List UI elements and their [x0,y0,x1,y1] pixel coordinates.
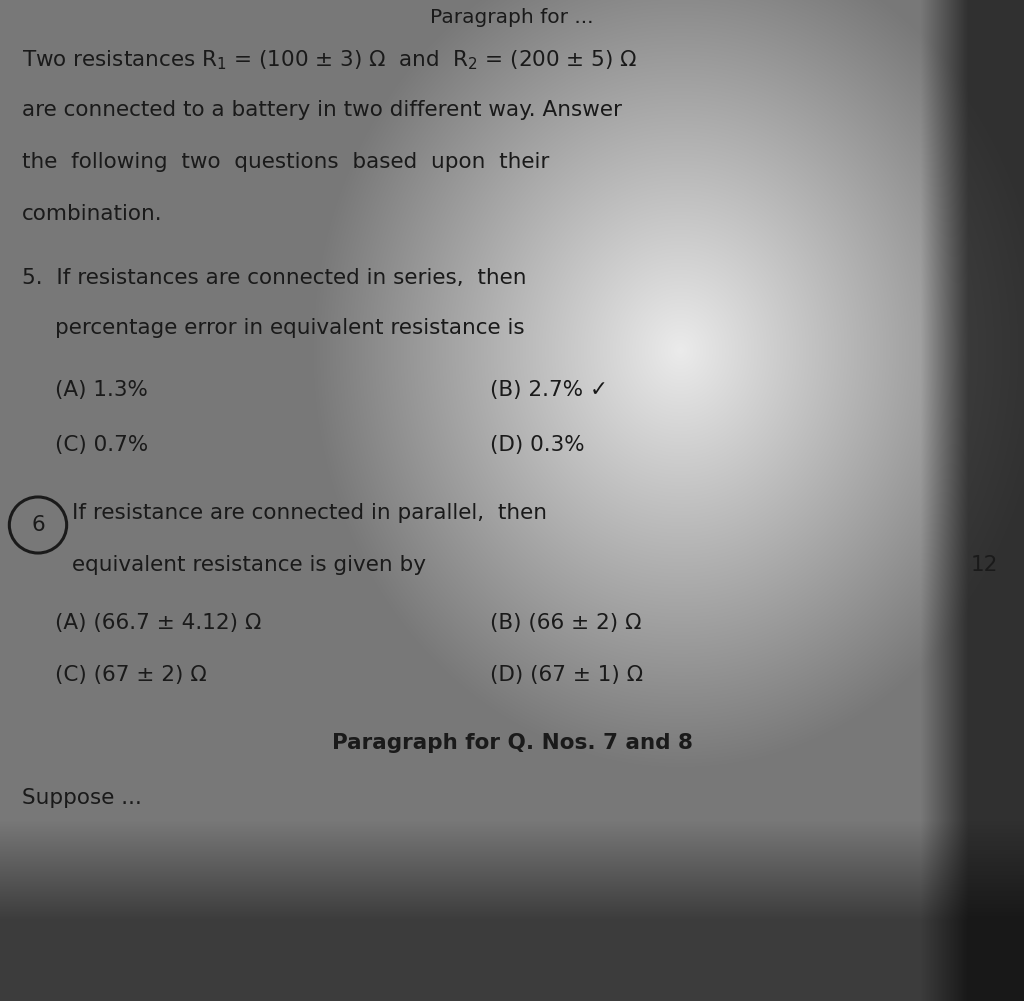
Text: Two resistances R$_1$ = (100 $\pm$ 3) $\Omega$  and  R$_2$ = (200 $\pm$ 5) $\Ome: Two resistances R$_1$ = (100 $\pm$ 3) $\… [22,48,637,72]
Text: are connected to a battery in two different way. Answer: are connected to a battery in two differ… [22,100,622,120]
Text: Paragraph for ...: Paragraph for ... [430,8,594,27]
Text: (B) 2.7% ✓: (B) 2.7% ✓ [490,380,608,400]
Text: 5.  If resistances are connected in series,  then: 5. If resistances are connected in serie… [22,268,526,288]
Text: (D) (67 ± 1) Ω: (D) (67 ± 1) Ω [490,665,643,685]
Text: If resistance are connected in parallel,  then: If resistance are connected in parallel,… [72,503,547,523]
Text: (B) (66 ± 2) Ω: (B) (66 ± 2) Ω [490,613,641,633]
Text: (C) (67 ± 2) Ω: (C) (67 ± 2) Ω [55,665,207,685]
Text: 6: 6 [31,515,45,535]
Text: (A) (66.7 ± 4.12) Ω: (A) (66.7 ± 4.12) Ω [55,613,261,633]
Text: (D) 0.3%: (D) 0.3% [490,435,585,455]
Text: 12: 12 [971,555,998,575]
Text: equivalent resistance is given by: equivalent resistance is given by [72,555,426,575]
Text: the  following  two  questions  based  upon  their: the following two questions based upon t… [22,152,549,172]
Text: Paragraph for Q. Nos. 7 and 8: Paragraph for Q. Nos. 7 and 8 [332,733,692,753]
Text: (A) 1.3%: (A) 1.3% [55,380,147,400]
Text: (C) 0.7%: (C) 0.7% [55,435,148,455]
Text: combination.: combination. [22,204,163,224]
Text: percentage error in equivalent resistance is: percentage error in equivalent resistanc… [55,318,524,338]
Text: Suppose ...: Suppose ... [22,788,142,808]
